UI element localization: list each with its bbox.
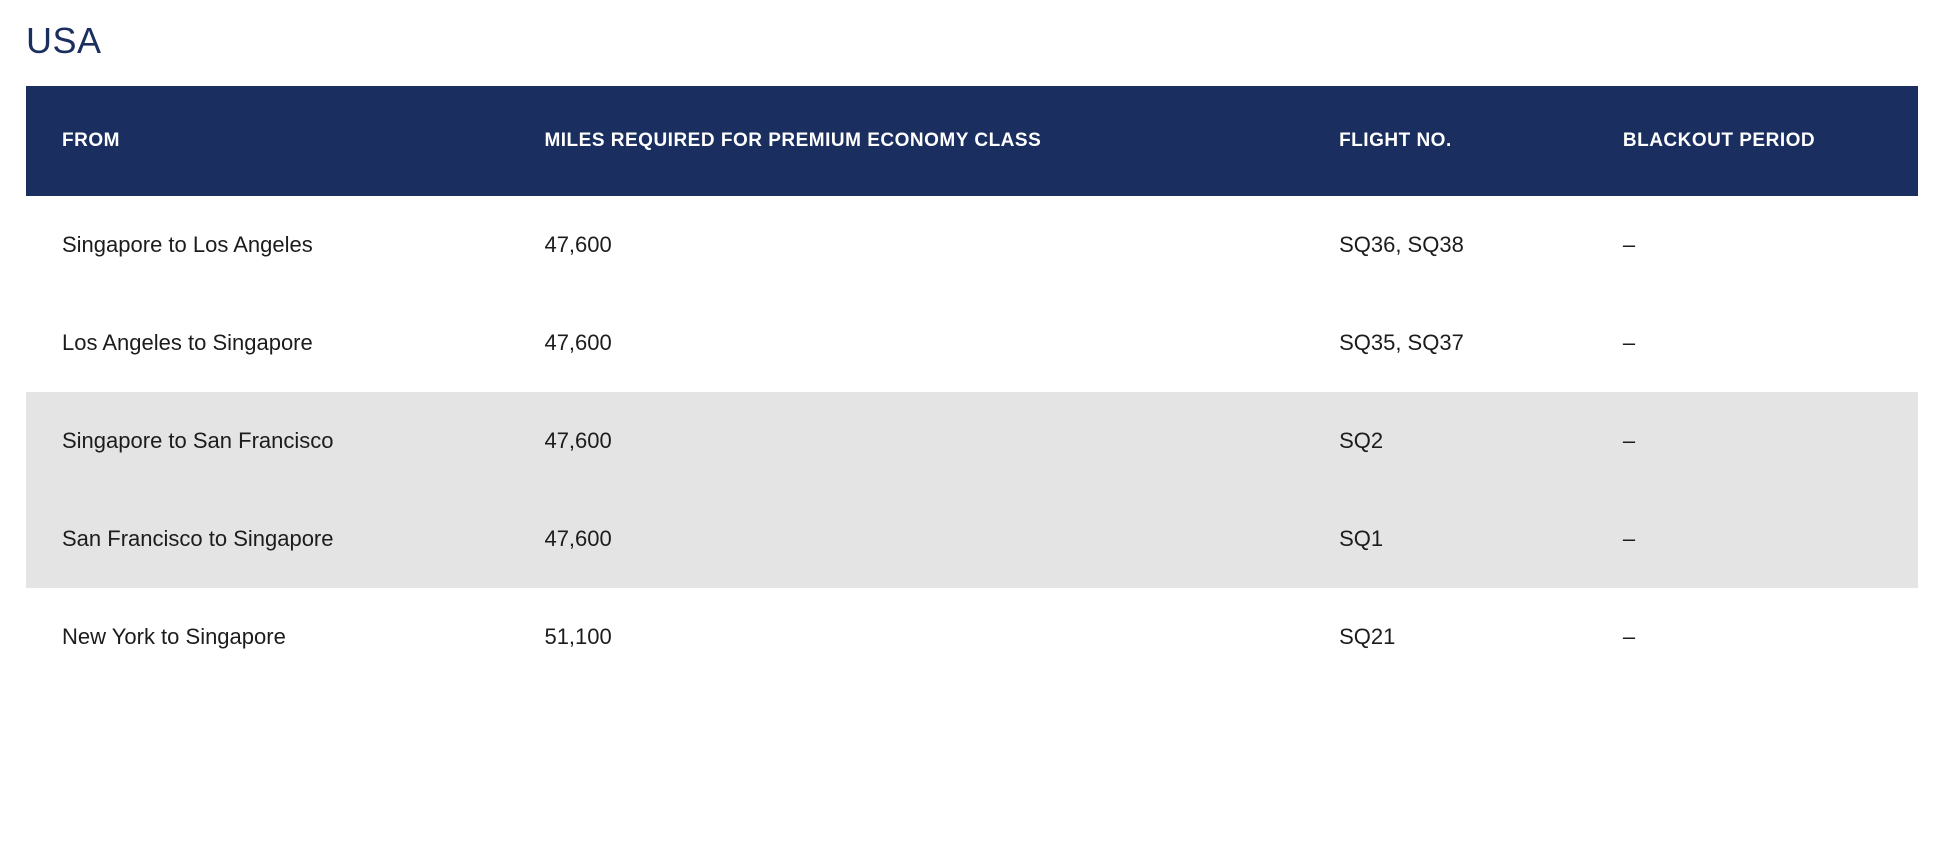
cell-miles: 47,600 [508, 490, 1303, 588]
cell-from: Singapore to San Francisco [26, 392, 508, 490]
cell-blackout: – [1587, 294, 1918, 392]
col-header-from: FROM [26, 86, 508, 196]
miles-table: FROM MILES REQUIRED FOR PREMIUM ECONOMY … [26, 86, 1918, 686]
cell-flight: SQ35, SQ37 [1303, 294, 1587, 392]
col-header-blackout: BLACKOUT PERIOD [1587, 86, 1918, 196]
cell-blackout: – [1587, 588, 1918, 686]
cell-flight: SQ21 [1303, 588, 1587, 686]
cell-miles: 47,600 [508, 294, 1303, 392]
table-header-row: FROM MILES REQUIRED FOR PREMIUM ECONOMY … [26, 86, 1918, 196]
cell-from: San Francisco to Singapore [26, 490, 508, 588]
miles-table-container: FROM MILES REQUIRED FOR PREMIUM ECONOMY … [26, 86, 1918, 686]
cell-flight: SQ2 [1303, 392, 1587, 490]
table-row: Los Angeles to Singapore 47,600 SQ35, SQ… [26, 294, 1918, 392]
table-row: New York to Singapore 51,100 SQ21 – [26, 588, 1918, 686]
cell-miles: 47,600 [508, 392, 1303, 490]
cell-from: Los Angeles to Singapore [26, 294, 508, 392]
cell-blackout: – [1587, 490, 1918, 588]
table-row: San Francisco to Singapore 47,600 SQ1 – [26, 490, 1918, 588]
col-header-flight: FLIGHT NO. [1303, 86, 1587, 196]
section-title: USA [26, 20, 1918, 62]
cell-blackout: – [1587, 196, 1918, 294]
cell-blackout: – [1587, 392, 1918, 490]
cell-miles: 47,600 [508, 196, 1303, 294]
cell-from: Singapore to Los Angeles [26, 196, 508, 294]
cell-miles: 51,100 [508, 588, 1303, 686]
cell-from: New York to Singapore [26, 588, 508, 686]
table-row: Singapore to Los Angeles 47,600 SQ36, SQ… [26, 196, 1918, 294]
table-body: Singapore to Los Angeles 47,600 SQ36, SQ… [26, 196, 1918, 686]
table-row: Singapore to San Francisco 47,600 SQ2 – [26, 392, 1918, 490]
cell-flight: SQ1 [1303, 490, 1587, 588]
cell-flight: SQ36, SQ38 [1303, 196, 1587, 294]
col-header-miles: MILES REQUIRED FOR PREMIUM ECONOMY CLASS [508, 86, 1303, 196]
